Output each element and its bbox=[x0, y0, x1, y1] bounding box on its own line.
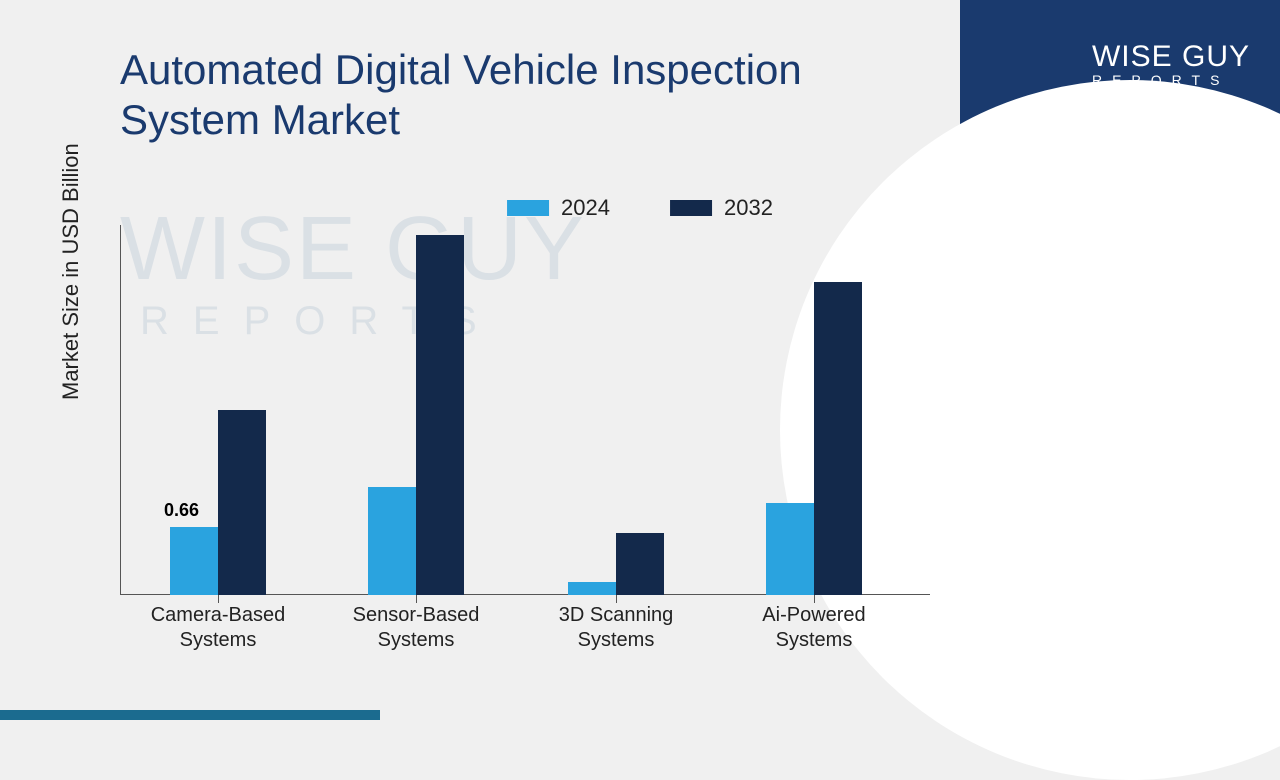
brand-logo-bottom: REPORTS bbox=[1092, 72, 1250, 88]
x-tick bbox=[218, 595, 219, 603]
x-tick bbox=[416, 595, 417, 603]
bar bbox=[416, 235, 464, 595]
legend-label-2032: 2032 bbox=[724, 195, 773, 221]
legend-label-2024: 2024 bbox=[561, 195, 610, 221]
legend-item-2024: 2024 bbox=[507, 195, 610, 221]
category-label: Camera-Based Systems bbox=[128, 603, 308, 653]
category-label: Sensor-Based Systems bbox=[326, 603, 506, 653]
brand-logo-top: WISE GUY bbox=[1092, 40, 1250, 74]
category-label: Ai-Powered Systems bbox=[724, 603, 904, 653]
bar bbox=[368, 487, 416, 595]
bottom-accent-bar bbox=[0, 710, 380, 720]
legend-swatch-2024 bbox=[507, 200, 549, 216]
bar bbox=[814, 282, 862, 595]
x-tick bbox=[814, 595, 815, 603]
bar bbox=[170, 527, 218, 595]
legend-item-2032: 2032 bbox=[670, 195, 773, 221]
bar bbox=[616, 533, 664, 595]
legend-swatch-2032 bbox=[670, 200, 712, 216]
bar bbox=[766, 503, 814, 596]
x-tick bbox=[616, 595, 617, 603]
bar bbox=[218, 410, 266, 595]
bar-value-label: 0.66 bbox=[164, 500, 199, 521]
chart-legend: 2024 2032 bbox=[507, 195, 773, 221]
page-root: WISE GUY REPORTS WISE GUY REPORTS Automa… bbox=[0, 0, 1280, 720]
y-axis-label: Market Size in USD Billion bbox=[58, 143, 84, 400]
bar bbox=[568, 582, 616, 595]
chart-title: Automated Digital Vehicle Inspection Sys… bbox=[120, 45, 820, 146]
y-axis-line bbox=[120, 225, 121, 595]
brand-logo: WISE GUY REPORTS bbox=[1092, 40, 1250, 88]
chart-plot-area: 0.66 bbox=[120, 225, 930, 595]
category-label: 3D Scanning Systems bbox=[526, 603, 706, 653]
